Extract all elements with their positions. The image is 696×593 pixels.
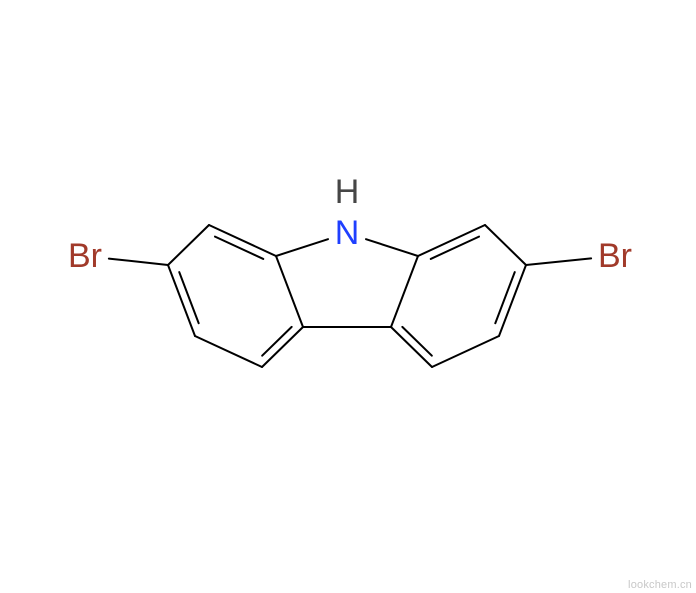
atom-label-n: N — [335, 216, 360, 250]
bond-layer — [0, 0, 696, 593]
watermark: lookchem.cn — [628, 579, 692, 591]
atom-label-h: H — [335, 175, 360, 209]
atom-label-br: Br — [598, 239, 632, 273]
atom-label-br: Br — [68, 239, 102, 273]
molecule-canvas: NH Br Br lookchem.cn — [0, 0, 696, 593]
